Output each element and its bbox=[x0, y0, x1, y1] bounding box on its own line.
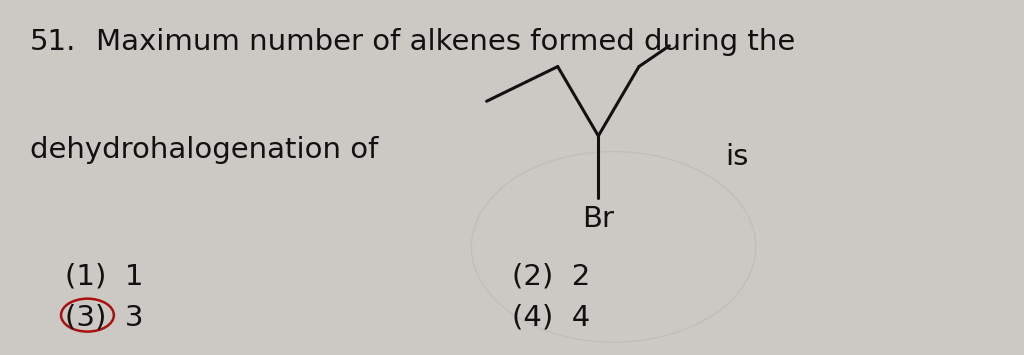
Text: Maximum number of alkenes formed during the: Maximum number of alkenes formed during … bbox=[95, 28, 795, 56]
Text: (3)  3: (3) 3 bbox=[66, 304, 143, 332]
Text: (4)  4: (4) 4 bbox=[512, 304, 590, 332]
Text: Br: Br bbox=[583, 205, 614, 233]
Text: (2)  2: (2) 2 bbox=[512, 262, 590, 290]
Text: dehydrohalogenation of: dehydrohalogenation of bbox=[30, 136, 378, 164]
Text: 51.: 51. bbox=[30, 28, 76, 56]
Text: (1)  1: (1) 1 bbox=[66, 262, 143, 290]
Text: is: is bbox=[725, 143, 749, 171]
